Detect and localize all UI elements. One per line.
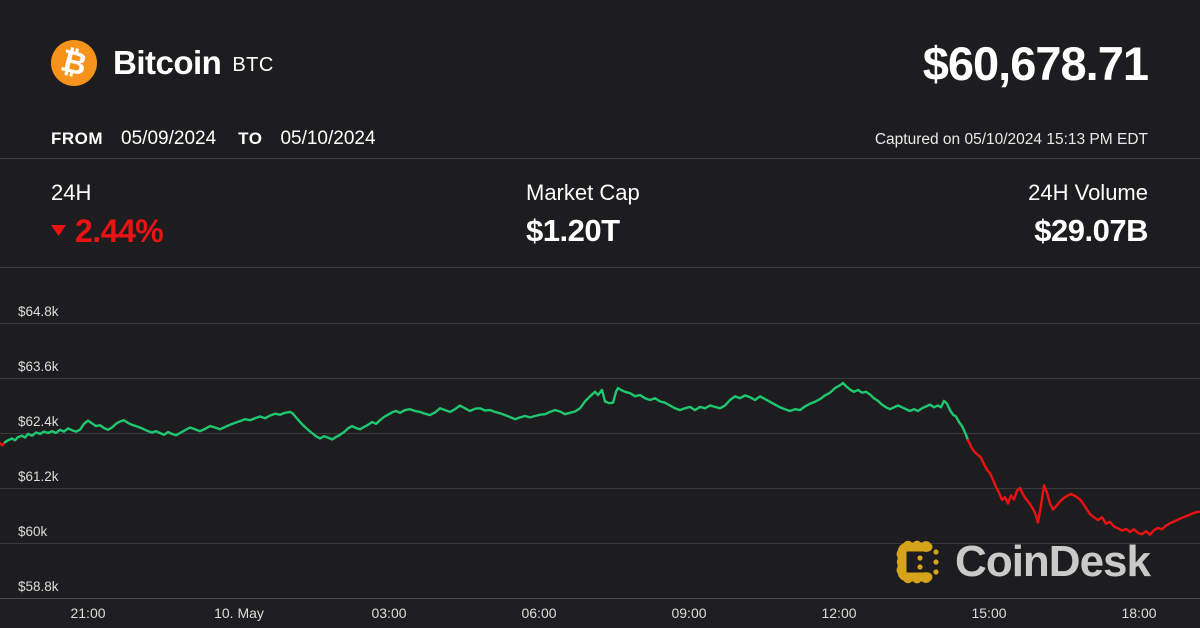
market-cap-label: Market Cap	[526, 180, 640, 205]
x-tick-label: 15:00	[971, 605, 1007, 621]
down-arrow-icon	[51, 223, 66, 241]
coin-ticker: BTC	[232, 53, 274, 76]
x-tick-label: 03:00	[371, 605, 407, 621]
stat-24h-change: 24H 2.44%	[51, 159, 164, 267]
change-label: 24H	[51, 180, 92, 205]
x-tick-label: 09:00	[671, 605, 707, 621]
stat-market-cap: Market Cap $1.20T	[526, 159, 640, 267]
stats-band: 24H 2.44% Market Cap $1.20T 24H Volume $…	[0, 158, 1200, 268]
svg-text:$60k: $60k	[18, 524, 48, 539]
date-range: FROM 05/09/2024 TO 05/10/2024	[51, 128, 376, 150]
coindesk-logo-icon	[896, 540, 939, 584]
from-label: FROM	[51, 129, 104, 148]
x-tick-label: 18:00	[1121, 605, 1157, 621]
from-date: 05/09/2024	[121, 128, 217, 149]
coindesk-wordmark: CoinDesk	[955, 537, 1151, 586]
svg-text:$58.8k: $58.8k	[18, 579, 59, 594]
volume-value: $29.07B	[1034, 213, 1148, 248]
svg-text:$63.6k: $63.6k	[18, 359, 59, 374]
to-label: TO	[238, 129, 263, 148]
stat-24h-volume: 24H Volume $29.07B	[1028, 159, 1148, 267]
market-cap-value: $1.20T	[526, 213, 620, 248]
coindesk-watermark: CoinDesk	[893, 535, 1151, 589]
svg-text:$61.2k: $61.2k	[18, 469, 59, 484]
svg-text:$64.8k: $64.8k	[18, 304, 59, 319]
change-value: 2.44%	[75, 213, 164, 249]
btc-currency-glyph: ₿	[57, 41, 91, 84]
bitcoin-logo-icon: ₿	[51, 40, 97, 86]
price-chart-area: $64.8k $63.6k $62.4k $61.2k $60k $58.8k	[0, 268, 1200, 598]
svg-text:$62.4k: $62.4k	[18, 414, 59, 429]
captured-timestamp: Captured on 05/10/2024 15:13 PM EDT	[874, 131, 1148, 148]
header: ₿ Bitcoin BTC $60,678.71 FROM 05/09/2024…	[0, 0, 1200, 158]
volume-label: 24H Volume	[1028, 180, 1148, 205]
coin-brand: ₿ Bitcoin BTC	[51, 40, 274, 86]
to-date: 05/10/2024	[280, 128, 376, 149]
coin-name: Bitcoin	[113, 44, 222, 81]
x-tick-label: 12:00	[821, 605, 857, 621]
current-price: $60,678.71	[922, 37, 1149, 90]
x-tick-label: 10. May	[214, 605, 264, 621]
x-tick-label: 21:00	[70, 605, 106, 621]
x-tick-label: 06:00	[521, 605, 557, 621]
price-chart: $64.8k $63.6k $62.4k $61.2k $60k $58.8k	[0, 304, 1200, 594]
time-axis: 21:00 10. May 03:00 06:00 09:00 12:00 15:00 18:…	[0, 598, 1200, 628]
